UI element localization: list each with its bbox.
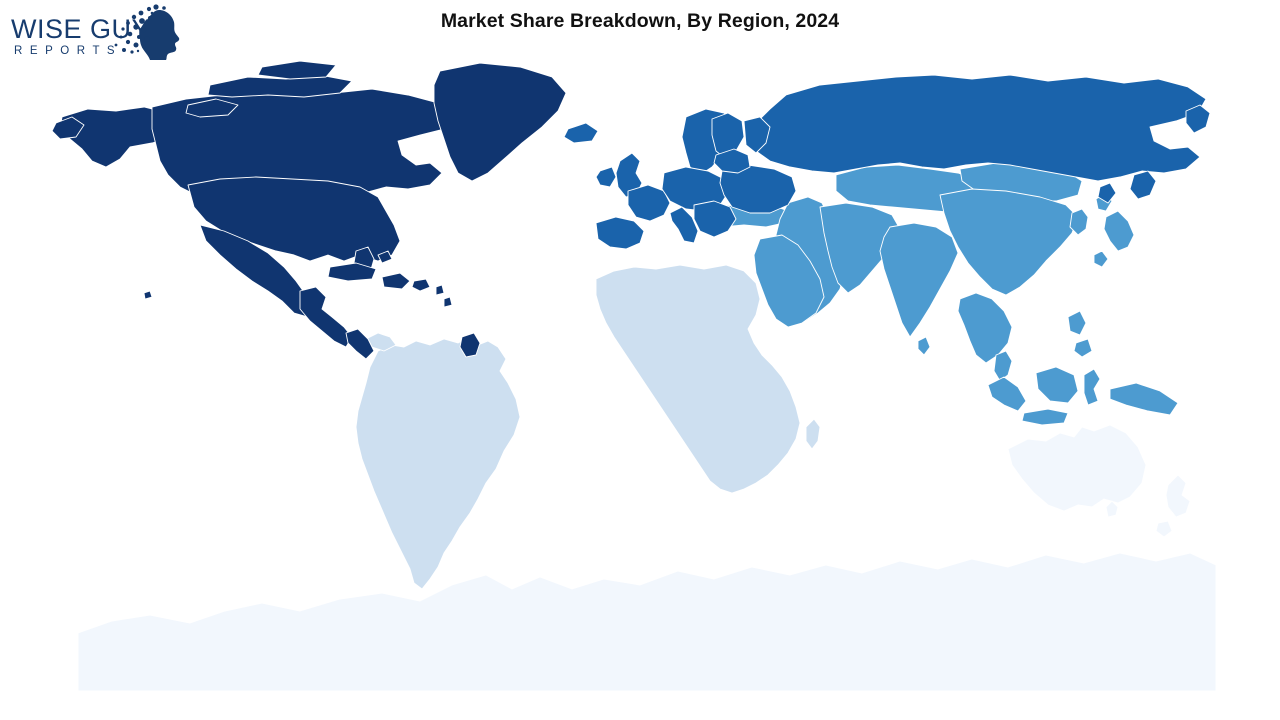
region-south-america	[356, 333, 520, 589]
page-header: WISE GUY R E P O R T S	[0, 0, 1280, 62]
logo-wordmark: WISE GUY R E P O R T S	[11, 14, 150, 57]
head-network-icon	[114, 4, 180, 60]
region-antarctica	[78, 553, 1216, 691]
page-title: Market Share Breakdown, By Region, 2024	[440, 10, 840, 32]
region-north-america	[52, 61, 566, 359]
region-oceania	[1008, 425, 1190, 537]
region-europe	[564, 75, 1210, 249]
region-africa	[596, 265, 820, 493]
logo-line2: R E P O R T S	[14, 45, 117, 57]
world-choropleth-map	[0, 55, 1280, 720]
logo-line1: WISE GUY	[11, 14, 150, 44]
wise-guy-reports-logo[interactable]: WISE GUY R E P O R T S	[8, 4, 194, 60]
